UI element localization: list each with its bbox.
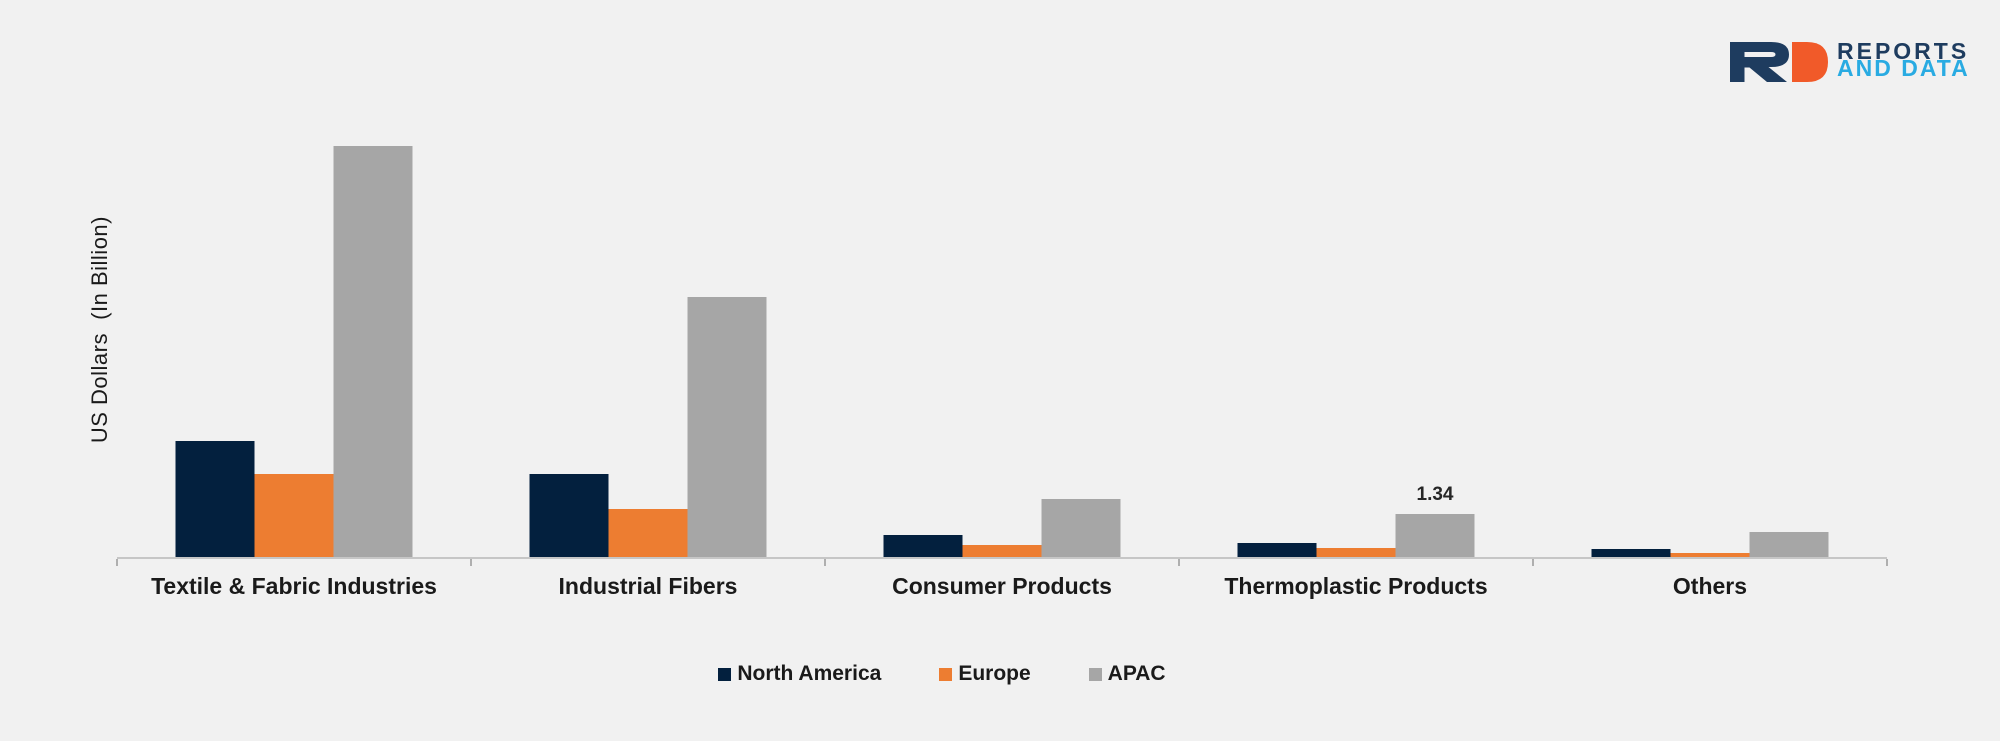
axis-tick [1178, 559, 1180, 566]
bar-north-america-textile-fabric-industries [175, 441, 255, 557]
bar-europe-thermoplastic-products [1316, 548, 1396, 557]
category-group-thermoplastic-products: 1.34 Thermoplastic Products [1179, 100, 1533, 599]
logo-r-glyph [1730, 42, 1789, 82]
y-axis-title: US Dollars (In Billion) [87, 215, 112, 444]
bars-others [1591, 532, 1829, 557]
bar-europe-consumer-products [962, 545, 1042, 557]
legend-item-apac: APAC [1088, 662, 1166, 686]
bar-europe-textile-fabric-industries [254, 474, 334, 557]
bar-apac-industrial-fibers [687, 297, 767, 557]
plot-area: Textile & Fabric Industries Industrial Fi… [116, 100, 1888, 599]
legend-item-north-america: North America [718, 662, 881, 686]
logo-text: REPORTS AND DATA [1837, 38, 1970, 81]
legend-label-europe: Europe [958, 662, 1031, 685]
brand-logo: REPORTS AND DATA [1730, 38, 1970, 82]
bar-groups: Textile & Fabric Industries Industrial Fi… [117, 100, 1887, 599]
category-label-thermoplastic-products: Thermoplastic Products [1224, 573, 1488, 599]
bar-north-america-others [1591, 549, 1671, 557]
axis-tick [1886, 559, 1888, 566]
bar-value-label: 1.34 [1416, 484, 1454, 505]
axis-tick [1532, 559, 1534, 566]
logo-d-glyph [1792, 42, 1828, 82]
axis-tick [824, 559, 826, 566]
legend-swatch-apac [1088, 667, 1102, 681]
category-label-textile-fabric-industries: Textile & Fabric Industries [151, 573, 437, 599]
bar-apac-textile-fabric-industries [333, 146, 413, 557]
category-label-industrial-fibers: Industrial Fibers [558, 573, 738, 599]
category-label-others: Others [1672, 573, 1748, 599]
bar-north-america-industrial-fibers [529, 474, 609, 557]
legend-item-europe: Europe [939, 662, 1031, 686]
category-label-consumer-products: Consumer Products [892, 573, 1112, 599]
bars-textile-fabric-industries [175, 146, 413, 557]
legend: North America Europe APAC [0, 661, 1884, 687]
category-group-others: Others [1533, 100, 1887, 599]
y-axis-title-box: US Dollars (In Billion) [78, 100, 122, 559]
logo-rd-icon [1730, 42, 1828, 82]
logo-line1: REPORTS [1837, 38, 1970, 64]
bar-apac-thermoplastic-products: 1.34 [1395, 484, 1475, 557]
bar-apac-others [1749, 532, 1829, 557]
legend-swatch-europe [939, 667, 953, 681]
bar-europe-industrial-fibers [608, 509, 688, 557]
legend-label-apac: APAC [1107, 662, 1166, 685]
logo-line2: AND DATA [1837, 55, 1970, 81]
category-group-consumer-products: Consumer Products [825, 100, 1179, 599]
bar-europe-others [1670, 553, 1750, 557]
bar-north-america-consumer-products [883, 535, 963, 557]
bars-industrial-fibers [529, 297, 767, 557]
legend-swatch-north-america [718, 667, 732, 681]
category-group-textile-fabric-industries: Textile & Fabric Industries [117, 100, 471, 599]
bars-consumer-products [883, 499, 1121, 557]
axis-tick [116, 559, 118, 566]
bar-apac-consumer-products [1041, 499, 1121, 557]
axis-tick [470, 559, 472, 566]
category-group-industrial-fibers: Industrial Fibers [471, 100, 825, 599]
bar-north-america-thermoplastic-products [1237, 543, 1317, 557]
bars-thermoplastic-products: 1.34 [1237, 484, 1475, 557]
legend-label-north-america: North America [737, 662, 882, 685]
